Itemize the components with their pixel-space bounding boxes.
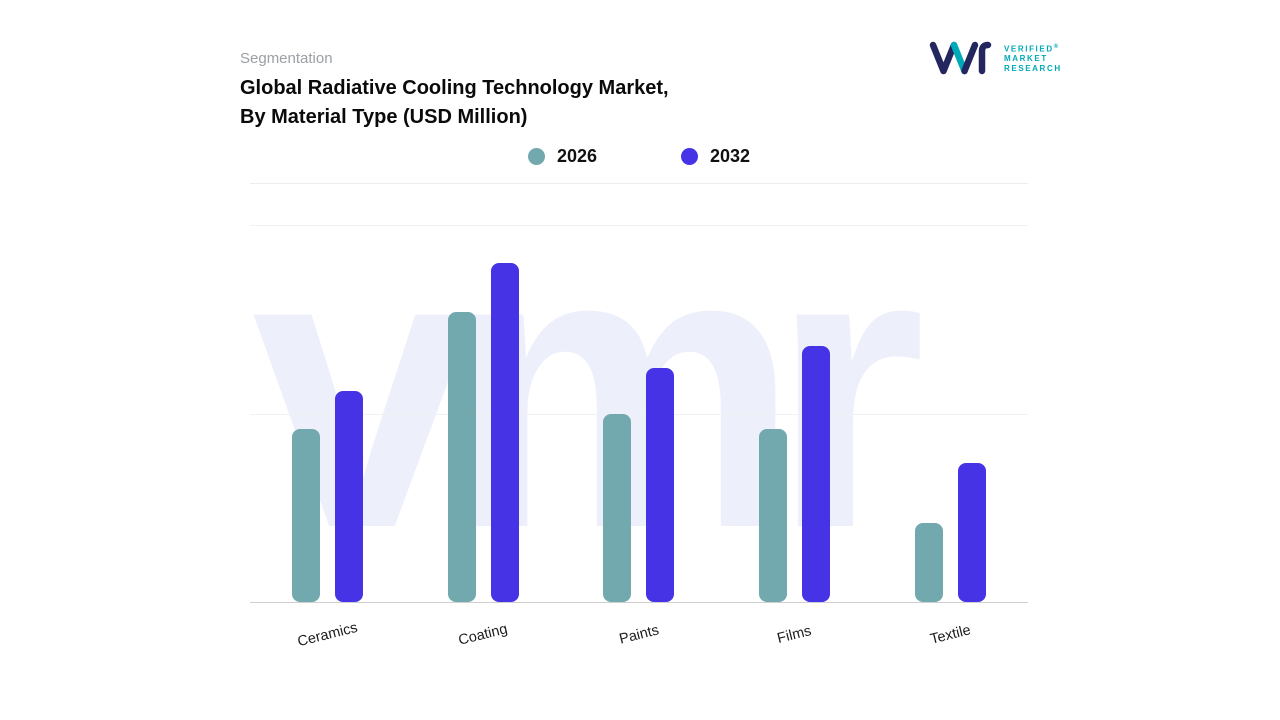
- bar-2032-paints: [646, 368, 675, 602]
- x-label-text-coating: Coating: [457, 621, 510, 649]
- bar-2032-textile: [957, 462, 986, 602]
- chart-title-line2: By Material Type (USD Million): [240, 106, 528, 128]
- bar-2026-coating: [447, 311, 476, 602]
- bar-chart-plot: [250, 225, 1028, 603]
- x-label-text-paints: Paints: [617, 622, 661, 648]
- legend-item-2026: 2026: [527, 146, 597, 167]
- chart-title-line1: Global Radiative Cooling Technology Mark…: [240, 77, 669, 99]
- x-label-ceramics: Ceramics: [250, 620, 406, 650]
- x-label-text-textile: Textile: [928, 622, 973, 648]
- bar-2032-films: [802, 345, 831, 602]
- eyebrow-label: Segmentation: [240, 50, 333, 67]
- chart-title: Global Radiative Cooling Technology Mark…: [240, 74, 669, 132]
- bar-2026-films: [759, 428, 788, 602]
- bar-2026-textile: [914, 522, 943, 602]
- registered-mark: ®: [1053, 43, 1059, 50]
- x-label-paints: Paints: [561, 622, 717, 647]
- x-label-films: Films: [717, 623, 873, 647]
- bar-group-coating: [406, 225, 562, 602]
- logo-line-research: RESEARCH: [1004, 63, 1062, 73]
- bar-group-films: [717, 225, 873, 602]
- vmr-logo: VERIFIED® MARKET RESEARCH: [928, 38, 1062, 78]
- legend-swatch-2032: [681, 148, 698, 165]
- legend-swatch-2026: [527, 148, 545, 165]
- x-label-coating: Coating: [406, 621, 562, 649]
- x-label-textile: Textile: [872, 622, 1028, 647]
- bar-group-ceramics: [250, 225, 406, 602]
- bar-2032-coating: [490, 262, 519, 602]
- x-label-text-ceramics: Ceramics: [296, 619, 360, 651]
- bar-2032-ceramics: [335, 390, 364, 602]
- x-label-text-films: Films: [775, 623, 814, 647]
- x-axis-labels: Ceramics Coating Paints Films Textile: [250, 612, 1028, 682]
- bar-group-paints: [561, 225, 717, 602]
- bar-2026-ceramics: [292, 428, 321, 602]
- legend-label-2032: 2032: [710, 146, 751, 166]
- chart-legend: 2026 2032: [250, 146, 1028, 167]
- legend-item-2032: 2032: [681, 146, 750, 167]
- bar-2026-paints: [603, 413, 632, 602]
- gridline-middle: [250, 413, 1028, 415]
- gridline-top: [250, 225, 1028, 226]
- logo-line-verified: VERIFIED: [1004, 44, 1054, 54]
- legend-label-2026: 2026: [556, 146, 597, 166]
- vmr-logo-text: VERIFIED® MARKET RESEARCH: [1004, 43, 1062, 73]
- legend-divider: [250, 183, 1028, 184]
- bar-group-textile: [872, 225, 1028, 602]
- vmr-logo-mark: [929, 41, 992, 75]
- logo-line-market: MARKET: [1004, 54, 1048, 64]
